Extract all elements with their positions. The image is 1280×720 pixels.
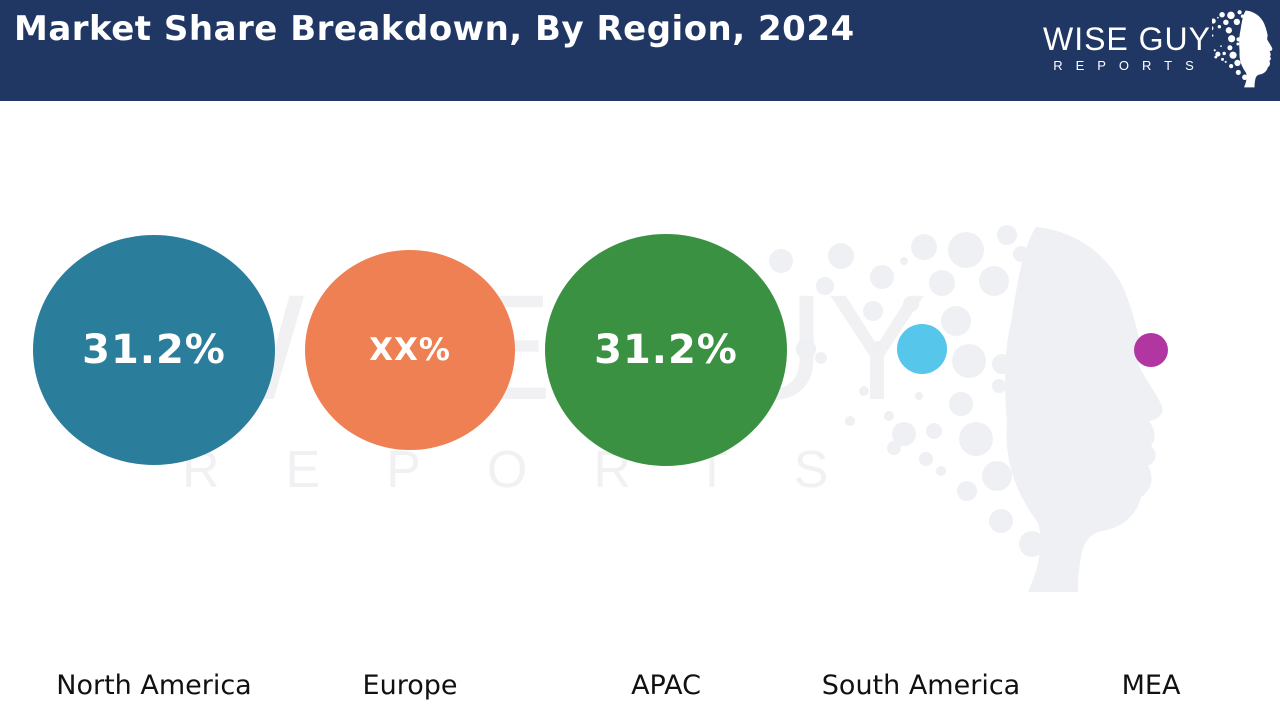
watermark-head-icon [769,225,1163,592]
watermark-subtext: REPORTS [182,441,895,499]
category-label-mea: MEA [1121,670,1181,701]
bubble-value-north-america: 31.2% [82,327,226,373]
header: Market Share Breakdown, By Region, 2024 … [0,0,1280,101]
logo-wordmark: WISE GUY [1042,21,1211,58]
bubble-north-america: 31.2% [33,235,275,465]
logo-text: WISE GUY REPORTS [1043,23,1211,73]
wiseguy-logo: WISE GUY REPORTS [1043,8,1276,88]
category-label-south-america: South America [821,670,1021,701]
bubble-value-europe: XX% [369,332,451,368]
wiseguy-head-icon [1212,10,1273,88]
bubble-south-america [897,324,947,374]
bubble-europe: XX% [305,250,515,450]
logo-subtext: REPORTS [1053,57,1207,73]
category-label-europe: Europe [362,670,458,701]
category-label-apac: APAC [631,670,701,701]
bubble-mea [1134,333,1168,367]
category-label-north-america: North America [56,670,252,701]
page-title: Market Share Breakdown, By Region, 2024 [14,9,855,49]
bubble-value-apac: 31.2% [594,327,738,373]
bubble-apac: 31.2% [545,234,787,466]
